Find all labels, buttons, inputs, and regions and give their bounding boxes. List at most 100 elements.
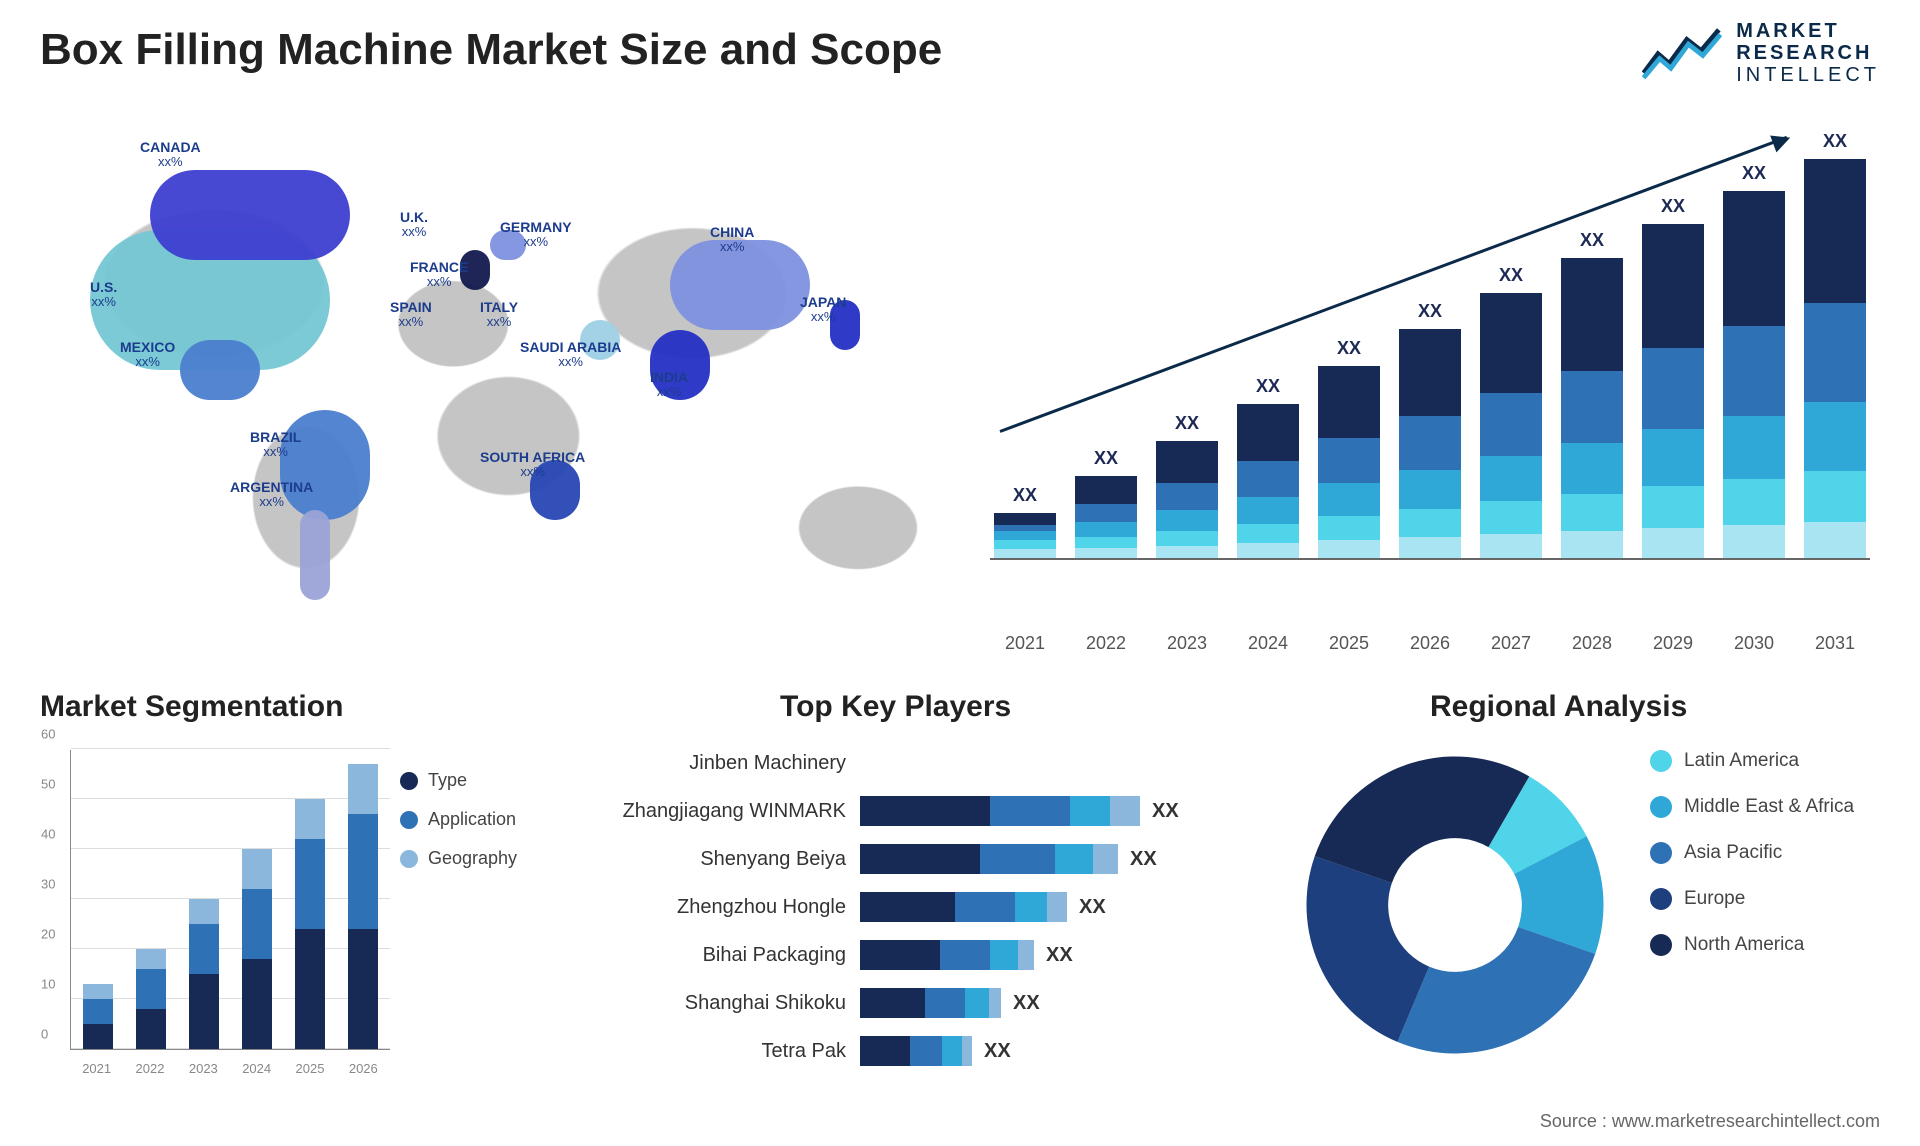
segmentation-bar bbox=[348, 764, 378, 1049]
player-row: Zhangjiagang WINMARK XX bbox=[620, 788, 1260, 834]
bar-value-label: XX bbox=[1237, 376, 1299, 397]
segmentation-xaxis-year: 2026 bbox=[349, 1061, 378, 1076]
brand-logo: MARKET RESEARCH INTELLECT bbox=[1642, 20, 1880, 86]
growth-bar: XX bbox=[1075, 476, 1137, 559]
xaxis-year: 2023 bbox=[1156, 633, 1218, 654]
player-label: Shenyang Beiya bbox=[620, 848, 860, 871]
country-blob bbox=[150, 170, 350, 260]
segmentation-xaxis-year: 2021 bbox=[82, 1061, 111, 1076]
logo-line-2: RESEARCH bbox=[1736, 42, 1880, 64]
legend-item: Asia Pacific bbox=[1650, 842, 1880, 864]
legend-item: Latin America bbox=[1650, 750, 1880, 772]
y-tick: 60 bbox=[41, 727, 55, 742]
player-value-label: XX bbox=[1152, 800, 1179, 823]
y-tick: 0 bbox=[41, 1027, 48, 1042]
xaxis-year: 2022 bbox=[1075, 633, 1137, 654]
bar-value-label: XX bbox=[1399, 301, 1461, 322]
y-tick: 10 bbox=[41, 977, 55, 992]
growth-bar: XX bbox=[1804, 159, 1866, 558]
map-label: ARGENTINAxx% bbox=[230, 480, 313, 510]
player-row: Shenyang Beiya XX bbox=[620, 836, 1260, 882]
country-blob bbox=[180, 340, 260, 400]
legend-item: Geography bbox=[400, 848, 560, 869]
growth-bar: XX bbox=[1642, 224, 1704, 559]
xaxis-year: 2024 bbox=[1237, 633, 1299, 654]
y-tick: 50 bbox=[41, 777, 55, 792]
regional-donut-chart: Latin America Middle East & Africa Asia Pa… bbox=[1290, 740, 1880, 1110]
map-label: GERMANYxx% bbox=[500, 220, 572, 250]
player-row: Zhengzhou Hongle XX bbox=[620, 884, 1260, 930]
xaxis-year: 2026 bbox=[1399, 633, 1461, 654]
source-caption: Source : www.marketresearchintellect.com bbox=[1540, 1111, 1880, 1132]
legend-item: Europe bbox=[1650, 888, 1880, 910]
key-players-chart: Jinben MachineryZhangjiagang WINMARKXXSh… bbox=[620, 740, 1260, 1110]
xaxis-year: 2030 bbox=[1723, 633, 1785, 654]
section-title-players: Top Key Players bbox=[780, 690, 1011, 724]
donut-slice bbox=[1397, 927, 1595, 1054]
y-tick: 40 bbox=[41, 827, 55, 842]
logo-line-1: MARKET bbox=[1736, 20, 1880, 42]
legend-item: Middle East & Africa bbox=[1650, 796, 1880, 818]
donut-slice bbox=[1315, 757, 1529, 884]
player-value-label: XX bbox=[1046, 944, 1073, 967]
map-label: MEXICOxx% bbox=[120, 340, 175, 370]
bar-value-label: XX bbox=[1723, 163, 1785, 184]
logo-icon bbox=[1642, 23, 1722, 83]
xaxis-year: 2031 bbox=[1804, 633, 1866, 654]
xaxis-year: 2029 bbox=[1642, 633, 1704, 654]
map-label: INDIAxx% bbox=[650, 370, 688, 400]
map-label: SOUTH AFRICAxx% bbox=[480, 450, 585, 480]
map-label: SAUDI ARABIAxx% bbox=[520, 340, 621, 370]
growth-bar: XX bbox=[1399, 329, 1461, 559]
player-value-label: XX bbox=[1013, 992, 1040, 1015]
map-label: U.K.xx% bbox=[400, 210, 428, 240]
bar-value-label: XX bbox=[1318, 338, 1380, 359]
page-title: Box Filling Machine Market Size and Scop… bbox=[40, 25, 942, 75]
growth-bar: XX bbox=[1561, 258, 1623, 558]
bar-value-label: XX bbox=[1561, 230, 1623, 251]
bar-value-label: XX bbox=[1156, 413, 1218, 434]
player-value-label: XX bbox=[1130, 848, 1157, 871]
player-label: Zhengzhou Hongle bbox=[620, 896, 860, 919]
player-row: Bihai Packaging XX bbox=[620, 932, 1260, 978]
xaxis-year: 2025 bbox=[1318, 633, 1380, 654]
growth-bar: XX bbox=[994, 513, 1056, 558]
player-label: Bihai Packaging bbox=[620, 944, 860, 967]
y-tick: 30 bbox=[41, 877, 55, 892]
growth-bar: XX bbox=[1723, 191, 1785, 559]
map-label: FRANCExx% bbox=[410, 260, 468, 290]
player-label: Zhangjiagang WINMARK bbox=[620, 800, 860, 823]
player-value-label: XX bbox=[1079, 896, 1106, 919]
map-label: BRAZILxx% bbox=[250, 430, 301, 460]
segmentation-bar bbox=[136, 949, 166, 1049]
segmentation-bar bbox=[189, 899, 219, 1049]
map-label: ITALYxx% bbox=[480, 300, 518, 330]
legend-item: North America bbox=[1650, 934, 1880, 956]
legend-item: Type bbox=[400, 770, 560, 791]
donut-svg bbox=[1290, 740, 1620, 1070]
segmentation-bar bbox=[83, 984, 113, 1049]
map-label: SPAINxx% bbox=[390, 300, 432, 330]
player-row: Jinben Machinery bbox=[620, 740, 1260, 786]
bar-value-label: XX bbox=[994, 485, 1056, 506]
map-label: CHINAxx% bbox=[710, 225, 754, 255]
segmentation-xaxis-year: 2023 bbox=[189, 1061, 218, 1076]
segmentation-bar bbox=[295, 799, 325, 1049]
xaxis-year: 2021 bbox=[994, 633, 1056, 654]
segmentation-xaxis-year: 2022 bbox=[136, 1061, 165, 1076]
growth-bar: XX bbox=[1156, 441, 1218, 558]
segmentation-chart: 0102030405060 202120222023202420252026 T… bbox=[30, 740, 560, 1090]
bar-value-label: XX bbox=[1642, 196, 1704, 217]
xaxis-year: 2027 bbox=[1480, 633, 1542, 654]
segmentation-bar bbox=[242, 849, 272, 1049]
segmentation-xaxis-year: 2024 bbox=[242, 1061, 271, 1076]
player-label: Tetra Pak bbox=[620, 1040, 860, 1063]
player-label: Shanghai Shikoku bbox=[620, 992, 860, 1015]
map-label: JAPANxx% bbox=[800, 295, 846, 325]
bar-value-label: XX bbox=[1075, 448, 1137, 469]
growth-bar: XX bbox=[1480, 293, 1542, 559]
section-title-segmentation: Market Segmentation bbox=[40, 690, 343, 724]
player-value-label: XX bbox=[984, 1040, 1011, 1063]
growth-bar: XX bbox=[1237, 404, 1299, 559]
logo-line-3: INTELLECT bbox=[1736, 64, 1880, 86]
